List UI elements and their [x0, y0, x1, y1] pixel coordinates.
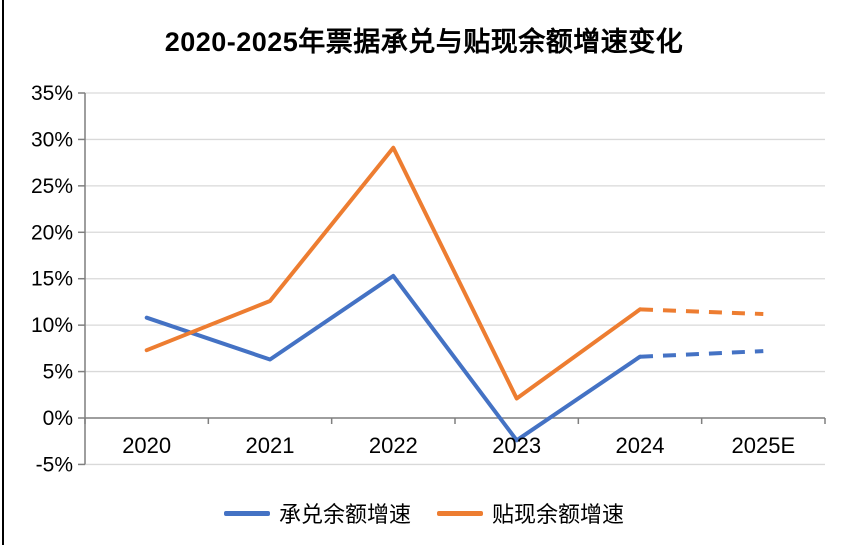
- legend-line-swatch-discount: [437, 510, 483, 516]
- legend-item-discount: 贴现余额增速: [437, 497, 624, 529]
- y-tick-label: 25%: [31, 175, 73, 198]
- x-category-label: 2020: [122, 433, 171, 458]
- y-tick-label: -5%: [36, 453, 73, 476]
- chart-title: 2020-2025年票据承兑与贴现余额增速变化: [164, 27, 684, 57]
- y-tick-label: 10%: [31, 314, 73, 337]
- x-category-label: 2022: [369, 433, 418, 458]
- series-line-dashed-1: [639, 307, 764, 316]
- legend-label-discount: 贴现余额增速: [492, 502, 625, 527]
- legend-line-swatch-acceptance: [223, 510, 270, 516]
- y-tick-label: 0%: [43, 407, 73, 430]
- series-line-solid-0: [144, 273, 642, 443]
- chart-legend: 承兑余额增速 贴现余额增速: [0, 497, 848, 529]
- x-category-label: 2025E: [732, 433, 796, 458]
- x-category-label: 2023: [492, 433, 541, 458]
- x-category-label: 2021: [246, 433, 295, 458]
- y-tick-label: 35%: [31, 82, 73, 105]
- series-line-dashed-0: [639, 349, 764, 359]
- y-tick-label: 15%: [31, 268, 73, 291]
- legend-item-acceptance: 承兑余额增速: [223, 497, 411, 529]
- y-tick-label: 5%: [43, 361, 73, 384]
- y-tick-label: 20%: [31, 221, 73, 244]
- y-tick-label: 30%: [31, 128, 73, 151]
- series-line-solid-1: [144, 145, 642, 401]
- legend-label-acceptance: 承兑余额增速: [278, 502, 411, 527]
- x-category-label: 2024: [616, 433, 665, 458]
- left-border-line: [2, 0, 4, 545]
